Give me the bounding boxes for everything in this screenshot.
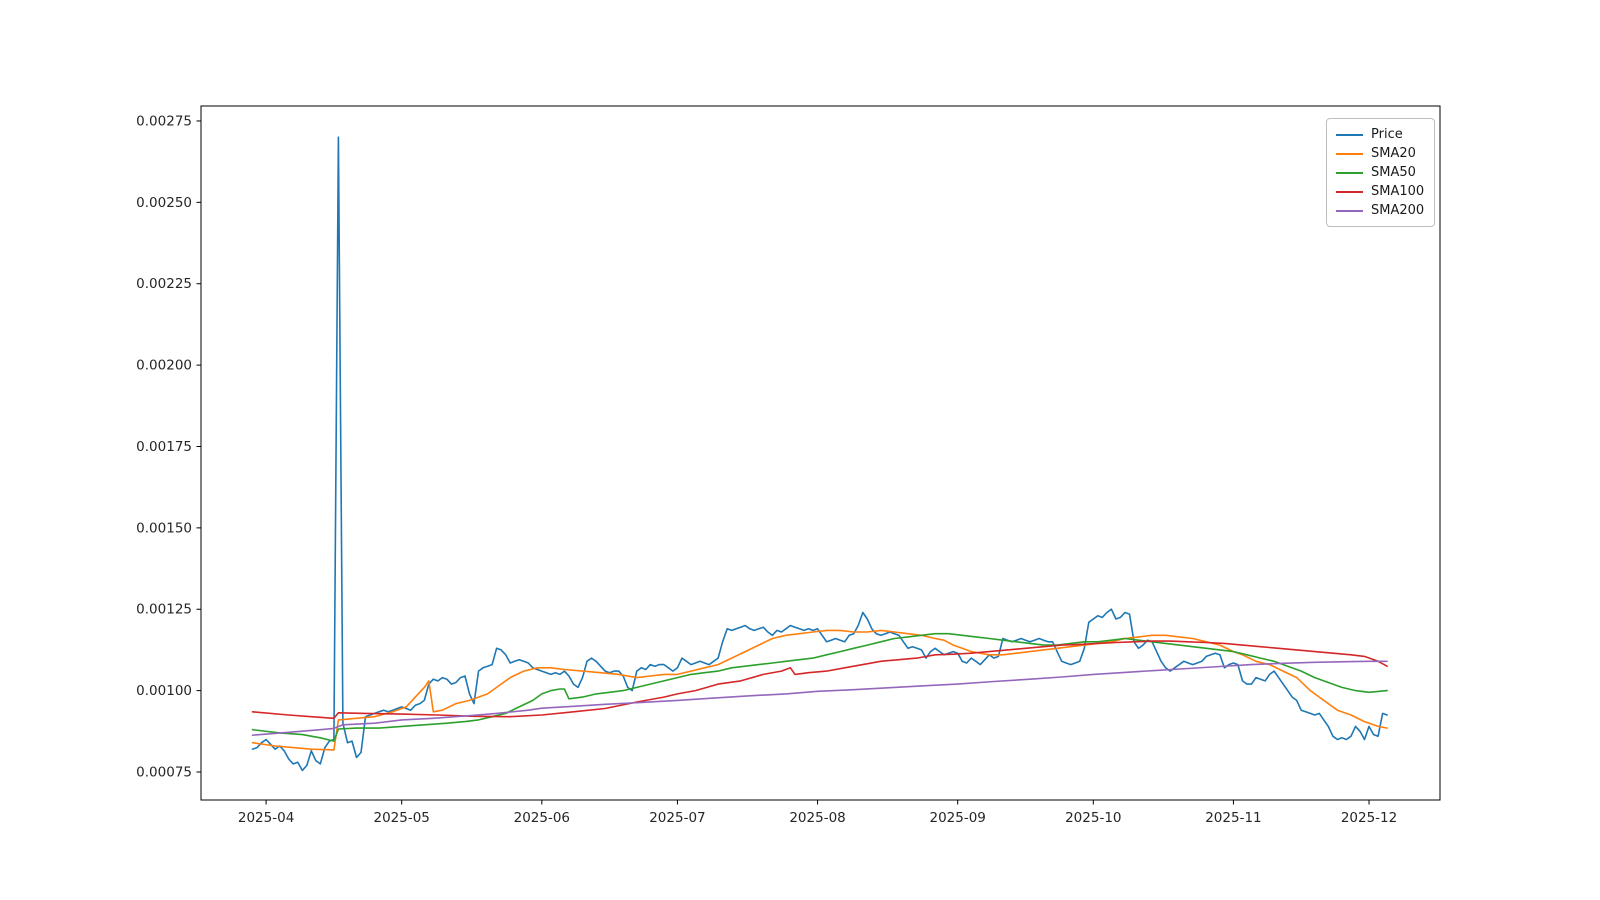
legend-item-sma200[interactable]: SMA200 [1336, 201, 1424, 220]
axis-ticks: 2025-04 2025-05 2025-06 2025-07 2025-08 2025-… [136, 113, 1397, 826]
series-line-price [251, 136, 1388, 772]
series-line-sma200 [251, 660, 1388, 737]
legend: Price SMA20 SMA50 SMA100 SMA200 [1326, 118, 1436, 227]
plot-frame [200, 105, 1441, 801]
y-tick-label: 0.00150 [136, 520, 192, 536]
legend-line-swatch [1336, 133, 1363, 136]
y-tick-label: 0.00175 [136, 439, 192, 455]
series-lines [251, 136, 1388, 772]
y-tick-label: 0.00275 [136, 113, 192, 129]
x-tick-label: 2025-05 [373, 810, 429, 826]
x-tick-label: 2025-09 [929, 810, 985, 826]
legend-item-label: Price [1371, 127, 1403, 142]
series-line-sma20 [251, 629, 1388, 751]
y-tick-label: 0.00250 [136, 195, 192, 211]
legend-line-swatch [1336, 209, 1363, 212]
x-tick-label: 2025-08 [789, 810, 845, 826]
legend-item-label: SMA100 [1371, 184, 1425, 199]
legend-item-sma50[interactable]: SMA50 [1336, 163, 1424, 182]
y-tick-label: 0.00125 [136, 602, 192, 618]
y-tick-label: 0.00075 [136, 765, 192, 781]
legend-item-label: SMA20 [1371, 146, 1416, 161]
series-line-sma100 [251, 640, 1388, 720]
x-tick-label: 2025-04 [238, 810, 294, 826]
x-tick-label: 2025-07 [649, 810, 705, 826]
legend-line-swatch [1336, 171, 1363, 174]
y-tick-label: 0.00100 [136, 683, 192, 699]
legend-line-swatch [1336, 152, 1363, 155]
legend-item-price[interactable]: Price [1336, 125, 1424, 144]
x-tick-label: 2025-11 [1205, 810, 1261, 826]
x-tick-label: 2025-06 [514, 810, 570, 826]
series-line-sma50 [251, 632, 1388, 742]
y-tick-label: 0.00225 [136, 276, 192, 292]
x-tick-label: 2025-12 [1341, 810, 1397, 826]
legend-item-sma20[interactable]: SMA20 [1336, 144, 1424, 163]
legend-item-sma100[interactable]: SMA100 [1336, 182, 1424, 201]
legend-line-swatch [1336, 190, 1363, 193]
legend-item-label: SMA50 [1371, 165, 1416, 180]
x-tick-label: 2025-10 [1065, 810, 1121, 826]
legend-item-label: SMA200 [1371, 203, 1425, 218]
y-tick-label: 0.00200 [136, 358, 192, 374]
